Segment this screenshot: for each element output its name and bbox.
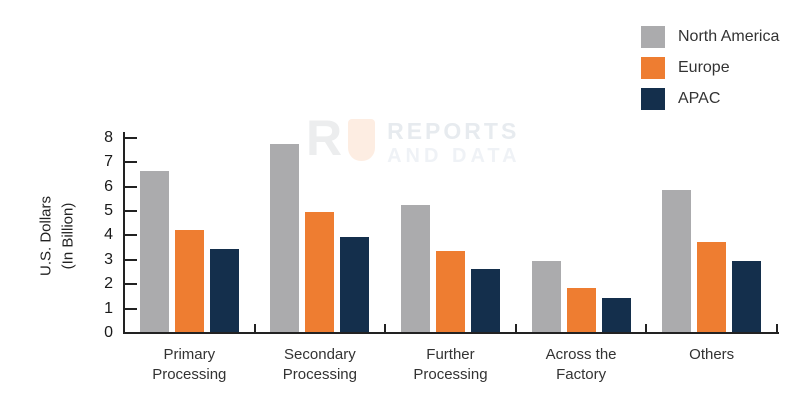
y-tick-mark — [125, 210, 137, 212]
bar-europe — [435, 251, 465, 332]
x-tick-mark — [645, 324, 648, 332]
x-category-label: Primary Processing — [152, 346, 227, 384]
x-tick-mark — [776, 324, 778, 332]
x-tick-mark — [123, 324, 125, 332]
y-tick-label: 4 — [104, 226, 113, 244]
y-tick-label: 5 — [104, 202, 113, 219]
legend-label-apac: APAC — [678, 90, 721, 107]
y-axis-line — [123, 132, 125, 334]
legend-swatch-north-america — [641, 26, 665, 48]
bar-europe — [566, 288, 596, 332]
y-tick-label: 1 — [104, 299, 113, 317]
plot-area — [124, 137, 777, 332]
bar-europe — [174, 229, 204, 332]
bar-apac — [209, 249, 239, 332]
x-category-label: Others — [689, 346, 735, 363]
bar-apac — [732, 261, 762, 332]
legend: North America Europe APAC — [641, 26, 779, 119]
y-tick-label: 3 — [104, 250, 113, 268]
y-tick-mark — [125, 283, 137, 286]
x-axis-line — [123, 332, 779, 334]
legend-item-north-america: North America — [641, 26, 779, 48]
x-category-label: Secondary Processing — [282, 346, 357, 384]
legend-swatch-apac — [641, 88, 665, 110]
bar-north-america — [270, 144, 300, 332]
y-tick-label: 0 — [104, 324, 113, 341]
x-tick-mark — [514, 324, 517, 332]
bar-europe — [305, 212, 335, 332]
x-category-label: Across the Factory — [545, 346, 617, 384]
bar-apac — [470, 268, 500, 332]
x-axis-labels: Primary Processing Secondary Processing Fu… — [124, 345, 777, 386]
legend-swatch-europe — [641, 57, 665, 79]
y-tick-label: 8 — [104, 128, 113, 146]
bar-north-america — [400, 205, 430, 332]
x-tick-mark — [253, 324, 256, 332]
y-tick-label: 2 — [104, 275, 113, 293]
bar-group — [255, 137, 386, 332]
legend-item-europe: Europe — [641, 57, 779, 79]
y-axis-title: U.S. Dollars (In Billion) — [35, 196, 79, 276]
y-tick-label: 6 — [104, 177, 113, 195]
legend-item-apac: APAC — [641, 88, 779, 110]
y-tick-mark — [125, 332, 137, 334]
y-axis-title-line2: (In Billion) — [59, 202, 76, 270]
bar-group — [385, 137, 516, 332]
x-category-label: Further Processing — [413, 346, 488, 384]
y-tick-mark — [125, 307, 137, 310]
y-axis-title-line1: U.S. Dollars — [37, 195, 55, 277]
bar-apac — [601, 297, 631, 332]
y-tick-mark — [125, 234, 137, 237]
bar-north-america — [662, 190, 692, 332]
bar-europe — [697, 241, 727, 332]
bar-north-america — [531, 261, 561, 332]
bar-apac — [340, 236, 370, 332]
y-tick-mark — [125, 258, 137, 261]
bar-north-america — [139, 170, 169, 332]
y-tick-mark — [125, 185, 137, 188]
y-tick-label: 7 — [104, 153, 113, 171]
legend-label-europe: Europe — [678, 59, 730, 76]
bar-group — [646, 137, 777, 332]
bar-group — [516, 137, 647, 332]
y-tick-mark — [125, 136, 137, 139]
bar-group — [124, 137, 255, 332]
legend-label-north-america: North America — [678, 28, 780, 45]
y-tick-mark — [125, 161, 137, 164]
x-tick-mark — [384, 324, 387, 332]
